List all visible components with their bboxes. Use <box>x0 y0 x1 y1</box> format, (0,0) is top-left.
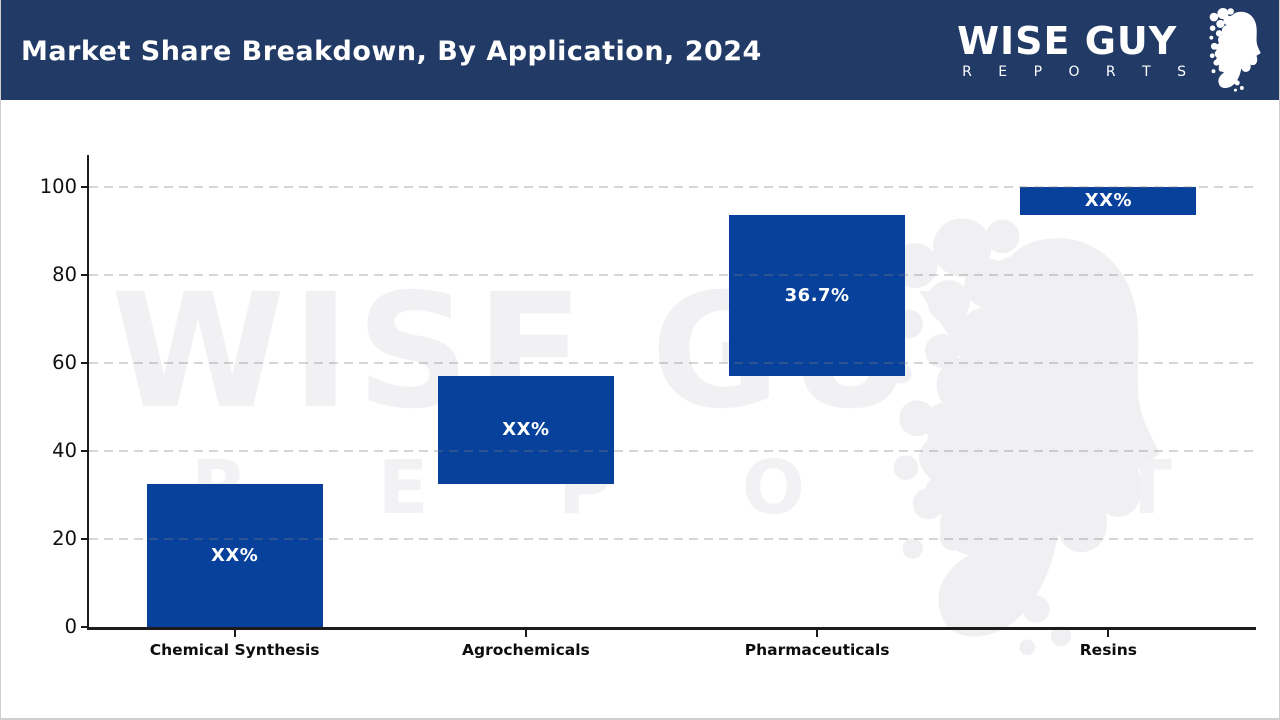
gridline-100 <box>89 186 1254 188</box>
y-tick-label: 80 <box>52 263 77 286</box>
page-title: Market Share Breakdown, By Application, … <box>21 36 762 67</box>
bar-value-label: XX% <box>1084 190 1133 212</box>
y-axis-line <box>87 155 89 630</box>
bar-value-label: XX% <box>210 544 259 566</box>
x-tick-mark <box>524 630 527 637</box>
x-category-label: Pharmaceuticals <box>744 641 890 659</box>
x-category-label: Agrochemicals <box>461 641 590 659</box>
y-tick-mark <box>81 450 87 452</box>
bar-agrochemicals: XX% <box>437 376 614 484</box>
gridline-80 <box>89 274 1254 276</box>
x-tick-mark <box>816 630 819 637</box>
x-category-label: Resins <box>1079 641 1137 659</box>
x-axis-line <box>87 627 1256 630</box>
x-tick-mark <box>233 630 236 637</box>
logo-wordmark: WISE GUY <box>957 19 1178 63</box>
bar-value-label: XX% <box>502 419 550 441</box>
y-tick-label: 100 <box>39 175 77 198</box>
chart-canvas: WISE GUY R E P O R T S 020406080100XX%Ch… <box>1 100 1279 718</box>
bar-value-label: 36.7% <box>784 284 850 306</box>
gridline-40 <box>89 450 1254 452</box>
header-bar: Market Share Breakdown, By Application, … <box>1 0 1279 100</box>
bar-pharmaceuticals: 36.7% <box>729 214 906 377</box>
wiseguy-head-icon <box>1199 8 1271 94</box>
bar-chemical-synthesis: XX% <box>146 483 323 627</box>
logo-subtitle: R E P O R T S <box>962 64 1197 80</box>
plot-area: 0 20 40 60 80 100 XX% Chemical Synthesis XX% Agro… <box>1 100 1279 718</box>
x-tick-mark <box>1107 630 1110 637</box>
y-tick-mark <box>81 538 87 540</box>
wiseguy-logo-text: WISE GUY R E P O R T S <box>957 22 1197 80</box>
bar-resins: XX% <box>1020 187 1197 215</box>
x-category-label: Chemical Synthesis <box>149 641 320 659</box>
y-tick-mark <box>81 186 87 188</box>
y-tick-label: 20 <box>52 527 77 550</box>
gridline-20 <box>89 538 1254 540</box>
y-tick-mark <box>81 626 87 628</box>
y-tick-mark <box>81 362 87 364</box>
gridline-60 <box>89 362 1254 364</box>
y-tick-label: 0 <box>64 615 77 638</box>
y-tick-label: 60 <box>52 351 77 374</box>
wiseguy-logo: WISE GUY R E P O R T S <box>957 8 1271 94</box>
y-tick-mark <box>81 274 87 276</box>
y-tick-label: 40 <box>52 439 77 462</box>
